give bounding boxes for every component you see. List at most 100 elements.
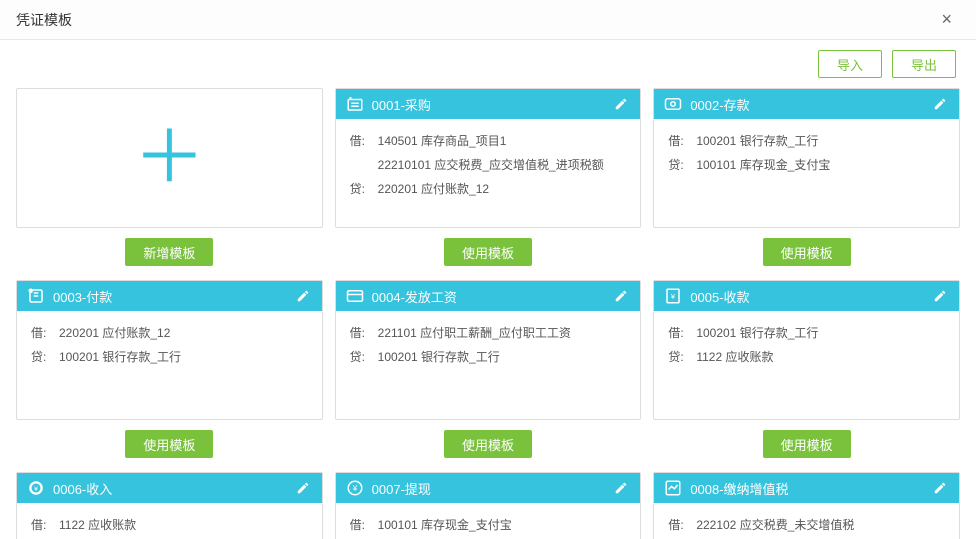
template-grid: ＋ 新增模板 0001-采购 借: 140501 库存商品_项目1 222101…: [10, 88, 966, 539]
template-card-body: 借: 1122 应收账款: [17, 503, 322, 539]
import-button[interactable]: 导入: [818, 50, 882, 78]
entry-line: 贷: 220201 应付账款_12: [350, 177, 627, 201]
edit-icon[interactable]: [931, 95, 949, 113]
entry-dc-label: 借:: [668, 321, 696, 345]
template-card-0002: 0002-存款 借: 100201 银行存款_工行 贷: 100101 库存现金…: [653, 88, 960, 228]
template-card-body: 借: 100101 库存现金_支付宝: [336, 503, 641, 539]
entry-dc-label: 借:: [350, 129, 378, 153]
template-title: 0005-收款: [690, 287, 923, 306]
entry-dc-label: 借:: [350, 321, 378, 345]
template-card-0005: ¥ 0005-收款 借: 100201 银行存款_工行 贷: 1122 应收账款: [653, 280, 960, 420]
entry-dc-label: 贷:: [668, 345, 696, 369]
entry-line: 借: 221101 应付职工薪酬_应付职工工资: [350, 321, 627, 345]
svg-text:¥: ¥: [34, 486, 38, 493]
entry-line: 借: 1122 应收账款: [31, 513, 308, 537]
entry-line: 借: 100101 库存现金_支付宝: [350, 513, 627, 537]
template-card-0006: ¥ 0006-收入 借: 1122 应收账款: [16, 472, 323, 539]
template-card-body: 借: 100201 银行存款_工行 贷: 1122 应收账款: [654, 311, 959, 419]
template-card-header: ¥ 0007-提现: [336, 473, 641, 503]
withdraw-icon: ¥: [346, 479, 364, 497]
entry-account-text: 100201 银行存款_工行: [378, 345, 627, 369]
entry-account-text: 221101 应付职工薪酬_应付职工工资: [378, 321, 627, 345]
edit-icon[interactable]: [294, 479, 312, 497]
edit-icon[interactable]: [612, 287, 630, 305]
add-template-button[interactable]: 新增模板: [125, 238, 213, 266]
edit-icon[interactable]: [294, 287, 312, 305]
entry-line: 借: 140501 库存商品_项目1: [350, 129, 627, 153]
entry-account-text: 220201 应付账款_12: [378, 177, 627, 201]
entry-account-text: 1122 应收账款: [59, 513, 308, 537]
use-template-button[interactable]: 使用模板: [125, 430, 213, 458]
use-template-button[interactable]: 使用模板: [444, 430, 532, 458]
entry-account-text: 220201 应付账款_12: [59, 321, 308, 345]
template-card-header: 0002-存款: [654, 89, 959, 119]
entry-dc-label: 贷:: [350, 345, 378, 369]
template-card-0004: 0004-发放工资 借: 221101 应付职工薪酬_应付职工工资 贷: 100…: [335, 280, 642, 420]
entry-account-text: 100101 库存现金_支付宝: [378, 513, 627, 537]
entry-dc-label: 借:: [668, 513, 696, 537]
entry-line: 借: 222102 应交税费_未交增值税: [668, 513, 945, 537]
template-title: 0003-付款: [53, 287, 286, 306]
entry-dc-label: [350, 153, 378, 177]
entry-line: 贷: 100201 银行存款_工行: [31, 345, 308, 369]
close-icon[interactable]: ×: [933, 5, 960, 34]
template-card-body: 借: 140501 库存商品_项目1 22210101 应交税费_应交增值税_进…: [336, 119, 641, 227]
template-card-header: 0001-采购: [336, 89, 641, 119]
payment-icon: [27, 287, 45, 305]
entry-account-text: 100101 库存现金_支付宝: [696, 153, 945, 177]
template-card-0007: ¥ 0007-提现 借: 100101 库存现金_支付宝: [335, 472, 642, 539]
template-title: 0001-采购: [372, 95, 605, 114]
entry-dc-label: 贷:: [350, 177, 378, 201]
export-button[interactable]: 导出: [892, 50, 956, 78]
template-card-body: 借: 100201 银行存款_工行 贷: 100101 库存现金_支付宝: [654, 119, 959, 227]
edit-icon[interactable]: [612, 95, 630, 113]
edit-icon[interactable]: [931, 287, 949, 305]
entry-line: 贷: 100201 银行存款_工行: [350, 345, 627, 369]
entry-line: 借: 220201 应付账款_12: [31, 321, 308, 345]
purchase-icon: [346, 95, 364, 113]
entry-line: 借: 100201 银行存款_工行: [668, 321, 945, 345]
entry-dc-label: 借:: [668, 129, 696, 153]
add-template-card[interactable]: ＋: [16, 88, 323, 228]
template-card-body: 借: 220201 应付账款_12 贷: 100201 银行存款_工行: [17, 311, 322, 419]
edit-icon[interactable]: [931, 479, 949, 497]
template-title: 0006-收入: [53, 479, 286, 498]
entry-account-text: 140501 库存商品_项目1: [378, 129, 627, 153]
entry-line: 22210101 应交税费_应交增值税_进项税额: [350, 153, 627, 177]
use-template-button[interactable]: 使用模板: [763, 430, 851, 458]
receipt-icon: ¥: [664, 287, 682, 305]
entry-account-text: 100201 银行存款_工行: [696, 129, 945, 153]
entry-account-text: 1122 应收账款: [696, 345, 945, 369]
entry-line: 借: 100201 银行存款_工行: [668, 129, 945, 153]
dialog-title: 凭证模板: [16, 10, 72, 30]
entry-dc-label: 借:: [31, 513, 59, 537]
template-card-header: ¥ 0005-收款: [654, 281, 959, 311]
salary-icon: [346, 287, 364, 305]
entry-account-text: 100201 银行存款_工行: [59, 345, 308, 369]
entry-dc-label: 借:: [31, 321, 59, 345]
svg-text:¥: ¥: [351, 484, 357, 493]
template-card-header: 0004-发放工资: [336, 281, 641, 311]
deposit-icon: [664, 95, 682, 113]
use-template-button[interactable]: 使用模板: [763, 238, 851, 266]
template-card-body: 借: 222102 应交税费_未交增值税: [654, 503, 959, 539]
svg-text:¥: ¥: [671, 292, 676, 301]
entry-dc-label: 借:: [350, 513, 378, 537]
template-card-0001: 0001-采购 借: 140501 库存商品_项目1 22210101 应交税费…: [335, 88, 642, 228]
voucher-template-dialog: 凭证模板 × 导入 导出 ＋ 新增模板 0001-采购 借: 140501 库存…: [0, 0, 976, 539]
entry-line: 贷: 100101 库存现金_支付宝: [668, 153, 945, 177]
template-title: 0007-提现: [372, 479, 605, 498]
dialog-header: 凭证模板 ×: [0, 0, 976, 40]
edit-icon[interactable]: [612, 479, 630, 497]
template-card-0003: 0003-付款 借: 220201 应付账款_12 贷: 100201 银行存款…: [16, 280, 323, 420]
entry-dc-label: 贷:: [31, 345, 59, 369]
entry-line: 贷: 1122 应收账款: [668, 345, 945, 369]
entry-account-text: 22210101 应交税费_应交增值税_进项税额: [378, 153, 627, 177]
tax-icon: [664, 479, 682, 497]
template-card-header: ¥ 0006-收入: [17, 473, 322, 503]
income-icon: ¥: [27, 479, 45, 497]
use-template-button[interactable]: 使用模板: [444, 238, 532, 266]
template-card-header: 0003-付款: [17, 281, 322, 311]
template-grid-scroll[interactable]: ＋ 新增模板 0001-采购 借: 140501 库存商品_项目1 222101…: [0, 88, 976, 539]
entry-account-text: 222102 应交税费_未交增值税: [696, 513, 945, 537]
